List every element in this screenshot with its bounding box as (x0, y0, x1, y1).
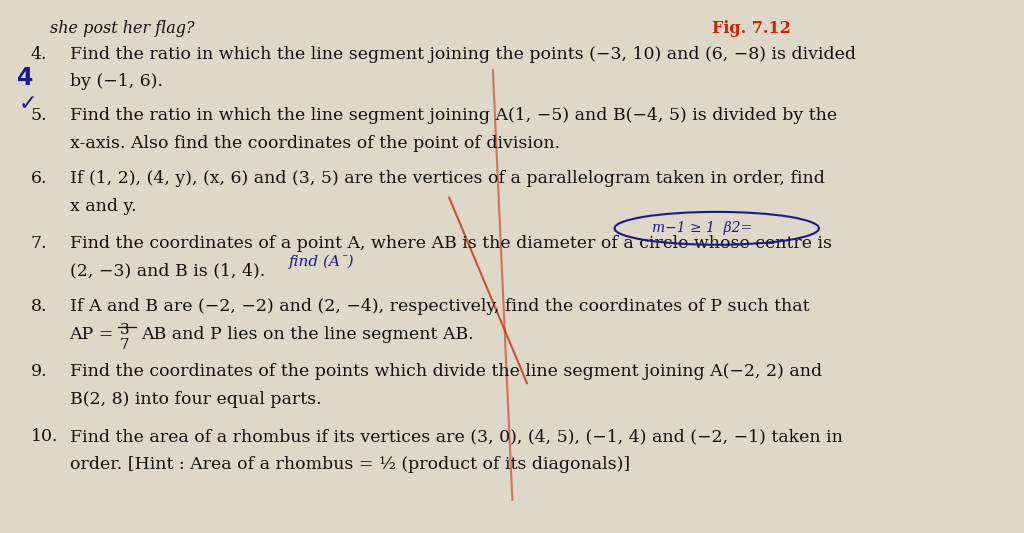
Text: 4.: 4. (31, 46, 47, 63)
Text: x-axis. Also find the coordinates of the point of division.: x-axis. Also find the coordinates of the… (70, 135, 560, 152)
Text: x and y.: x and y. (70, 198, 136, 215)
Text: m−1 ≥ 1  β2=: m−1 ≥ 1 β2= (651, 221, 752, 236)
Text: Find the coordinates of the points which divide the line segment joining A(−2, 2: Find the coordinates of the points which… (70, 363, 821, 380)
Text: order. [Hint : Area of a rhombus = ½ (product of its diagonals)]: order. [Hint : Area of a rhombus = ½ (pr… (70, 456, 630, 473)
Text: Find the ratio in which the line segment joining A(1, −5) and B(−4, 5) is divide: Find the ratio in which the line segment… (70, 108, 837, 124)
Text: Find the coordinates of a point A, where AB is the diameter of a circle whose ce: Find the coordinates of a point A, where… (70, 235, 831, 252)
Text: AB and P lies on the line segment AB.: AB and P lies on the line segment AB. (141, 326, 474, 343)
Text: If (1, 2), (4, y), (x, 6) and (3, 5) are the vertices of a parallelogram taken i: If (1, 2), (4, y), (x, 6) and (3, 5) are… (70, 170, 824, 187)
Text: 9.: 9. (31, 363, 47, 380)
Text: ✓: ✓ (18, 94, 38, 114)
Text: Find the ratio in which the line segment joining the points (−3, 10) and (6, −8): Find the ratio in which the line segment… (70, 46, 855, 63)
Text: 7: 7 (120, 337, 130, 352)
Text: Find the area of a rhombus if its vertices are (3, 0), (4, 5), (−1, 4) and (−2, : Find the area of a rhombus if its vertic… (70, 428, 843, 445)
Text: 3: 3 (120, 322, 130, 337)
Text: by (−1, 6).: by (−1, 6). (70, 73, 163, 90)
Text: find (Aˉ): find (Aˉ) (289, 255, 354, 270)
Text: 7.: 7. (31, 235, 47, 252)
Text: AP =: AP = (70, 326, 120, 343)
Text: 6.: 6. (31, 170, 47, 187)
Text: 5.: 5. (31, 108, 47, 124)
Text: (2, −3) and B is (1, 4).: (2, −3) and B is (1, 4). (70, 262, 265, 279)
Text: If A and B are (−2, −2) and (2, −4), respectively, find the coordinates of P suc: If A and B are (−2, −2) and (2, −4), res… (70, 298, 809, 316)
Text: Fig. 7.12: Fig. 7.12 (712, 20, 791, 37)
Text: 8.: 8. (31, 298, 47, 316)
Text: 4: 4 (17, 66, 34, 90)
Text: she post her flag?: she post her flag? (50, 20, 195, 37)
Text: 10.: 10. (31, 428, 58, 445)
Text: B(2, 8) into four equal parts.: B(2, 8) into four equal parts. (70, 391, 322, 408)
